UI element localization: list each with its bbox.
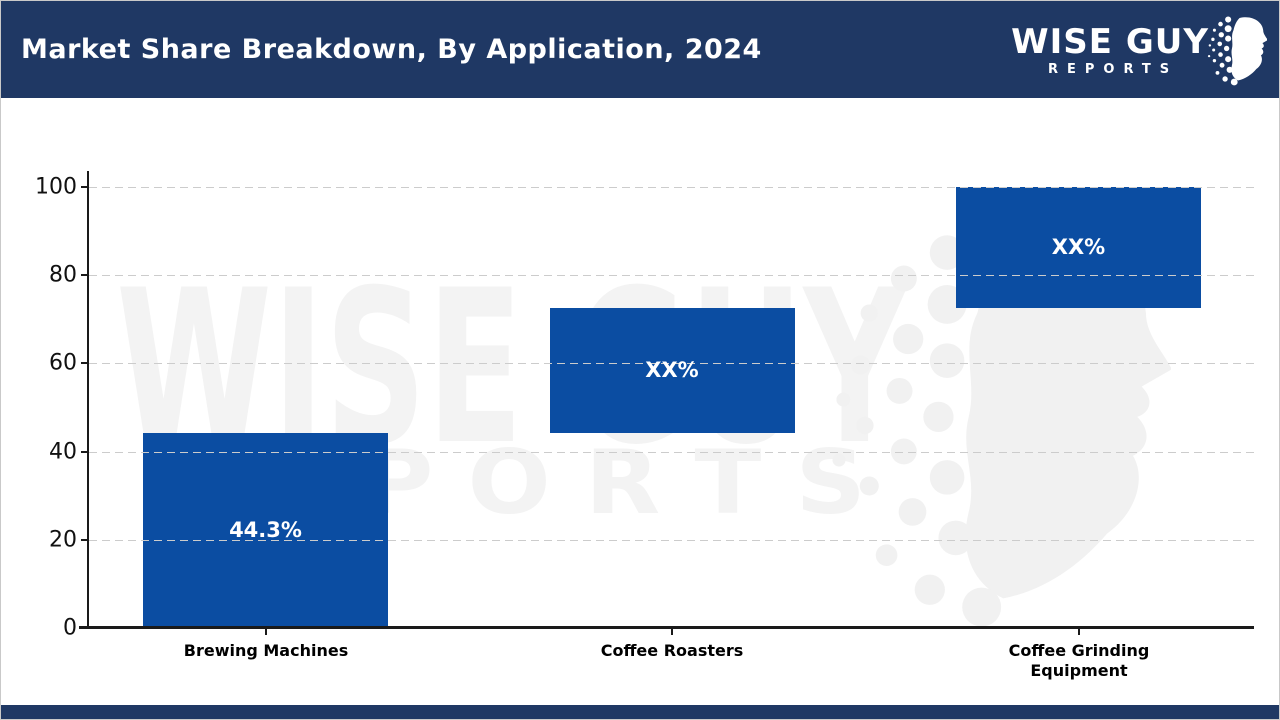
x-tick-1 — [671, 629, 673, 635]
bar-0 — [143, 433, 388, 628]
y-tick-label-0: 0 — [63, 615, 77, 641]
logo-face-icon — [1203, 12, 1267, 88]
x-category-label-1: Coffee Roasters — [600, 641, 744, 660]
y-tick-80 — [81, 274, 87, 276]
gridline-20 — [89, 540, 1254, 541]
logo-text: WISE GUY REPORTS — [1011, 24, 1209, 77]
bar-1 — [550, 308, 795, 433]
y-tick-20 — [81, 539, 87, 541]
gridline-100 — [89, 187, 1254, 188]
y-tick-40 — [81, 451, 87, 453]
y-axis-line — [87, 171, 89, 629]
bar-2 — [956, 187, 1201, 308]
y-tick-100 — [81, 186, 87, 188]
wiseguy-logo: WISE GUY REPORTS — [1011, 7, 1267, 93]
x-category-label-2: Coffee Grinding Equipment — [1008, 641, 1150, 680]
y-tick-label-100: 100 — [35, 174, 77, 200]
header-bar: Market Share Breakdown, By Application, … — [1, 1, 1279, 98]
bar-value-label-1: XX% — [645, 358, 699, 382]
x-category-label-0: Brewing Machines — [183, 641, 349, 660]
y-tick-label-40: 40 — [49, 439, 77, 465]
y-tick-60 — [81, 362, 87, 364]
y-tick-label-60: 60 — [49, 350, 77, 376]
gridline-40 — [89, 452, 1254, 453]
gridline-60 — [89, 363, 1254, 364]
y-tick-label-80: 80 — [49, 262, 77, 288]
x-axis-line — [79, 626, 1254, 629]
bar-value-label-2: XX% — [1051, 235, 1106, 259]
x-tick-2 — [1078, 629, 1080, 635]
logo-subtext: REPORTS — [1048, 61, 1179, 77]
gridline-80 — [89, 275, 1254, 276]
y-tick-label-20: 20 — [49, 527, 77, 553]
footer-bar — [1, 705, 1279, 719]
logo-wordmark: WISE GUY — [1011, 21, 1209, 62]
page-title: Market Share Breakdown, By Application, … — [21, 34, 762, 65]
bar-value-label-0: 44.3% — [229, 518, 302, 542]
x-tick-0 — [265, 629, 267, 635]
